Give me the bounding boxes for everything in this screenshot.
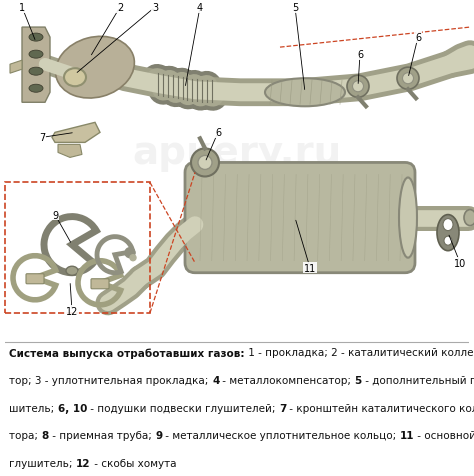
Text: 7: 7	[279, 403, 286, 413]
Ellipse shape	[29, 68, 43, 76]
Text: шитель;: шитель;	[9, 403, 58, 413]
Polygon shape	[10, 61, 22, 74]
FancyBboxPatch shape	[91, 279, 109, 289]
Text: - скобы хомута: - скобы хомута	[91, 458, 176, 468]
Ellipse shape	[55, 37, 135, 99]
Ellipse shape	[464, 210, 474, 226]
Ellipse shape	[191, 149, 219, 177]
Text: - металлическое уплотнительное кольцо;: - металлическое уплотнительное кольцо;	[162, 430, 400, 440]
FancyBboxPatch shape	[26, 274, 44, 284]
Ellipse shape	[437, 215, 459, 251]
Ellipse shape	[443, 219, 453, 231]
Text: 11: 11	[304, 263, 316, 273]
Ellipse shape	[265, 79, 345, 107]
Text: 7: 7	[39, 133, 45, 143]
Ellipse shape	[353, 81, 364, 92]
Text: 1 - прокладка; 2 - каталитический коллек-: 1 - прокладка; 2 - каталитический коллек…	[245, 347, 474, 357]
Ellipse shape	[402, 74, 413, 85]
Text: 12: 12	[76, 458, 91, 468]
Text: 4: 4	[197, 3, 203, 13]
Ellipse shape	[29, 34, 43, 42]
Ellipse shape	[399, 178, 417, 258]
Text: 9: 9	[155, 430, 162, 440]
Ellipse shape	[198, 156, 212, 170]
Circle shape	[125, 248, 135, 258]
Text: - приемная труба;: - приемная труба;	[49, 430, 155, 440]
Text: 12: 12	[66, 306, 78, 316]
Text: 6: 6	[415, 33, 421, 43]
Text: 1: 1	[19, 3, 25, 13]
Polygon shape	[22, 28, 50, 103]
Ellipse shape	[29, 85, 43, 93]
Text: 10: 10	[454, 258, 466, 268]
Text: 9: 9	[52, 210, 58, 220]
FancyBboxPatch shape	[185, 163, 415, 273]
Text: 11: 11	[400, 430, 414, 440]
Ellipse shape	[29, 51, 43, 59]
Text: 5: 5	[355, 375, 362, 385]
Text: - металлокомпенсатор;: - металлокомпенсатор;	[219, 375, 355, 385]
Text: 6: 6	[357, 50, 363, 60]
Polygon shape	[52, 123, 100, 143]
Text: 6: 6	[215, 128, 221, 138]
Text: 3: 3	[152, 3, 158, 13]
Ellipse shape	[66, 267, 78, 276]
Text: - кронштейн каталитического колек-: - кронштейн каталитического колек-	[286, 403, 474, 413]
Text: 6, 10: 6, 10	[58, 403, 87, 413]
Ellipse shape	[397, 68, 419, 90]
Ellipse shape	[347, 76, 369, 98]
Text: 4: 4	[212, 375, 219, 385]
Text: тор; 3 - уплотнительная прокладка;: тор; 3 - уплотнительная прокладка;	[9, 375, 212, 385]
Text: - дополнительный глу-: - дополнительный глу-	[362, 375, 474, 385]
Text: аркery.ru: аркery.ru	[132, 134, 342, 172]
Ellipse shape	[64, 69, 86, 87]
Polygon shape	[58, 145, 82, 158]
Text: 8: 8	[42, 430, 49, 440]
Text: 2: 2	[117, 3, 123, 13]
Ellipse shape	[444, 237, 452, 246]
Text: - основной: - основной	[414, 430, 474, 440]
Circle shape	[130, 255, 136, 261]
Text: Система выпуска отработавших газов:: Система выпуска отработавших газов:	[9, 347, 245, 358]
Text: глушитель;: глушитель;	[9, 458, 76, 468]
Text: 5: 5	[292, 3, 298, 13]
Text: тора;: тора;	[9, 430, 42, 440]
Text: - подушки подвески глушителей;: - подушки подвески глушителей;	[87, 403, 279, 413]
